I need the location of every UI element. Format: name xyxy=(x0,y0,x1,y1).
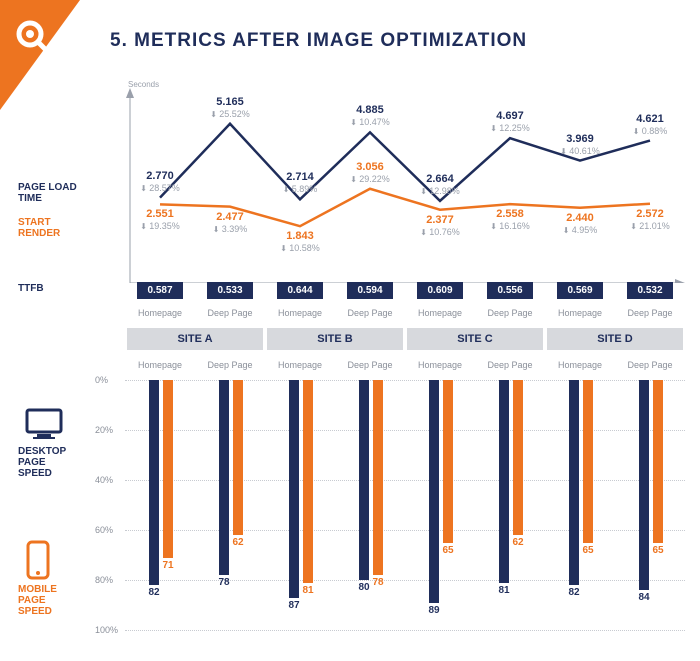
render-point: 2.55816.16% xyxy=(475,208,545,231)
bar-chart: 0%20%40%60%80%100%8271786287818078896581… xyxy=(125,380,685,640)
grid-label: 60% xyxy=(95,525,113,535)
grid-label: 0% xyxy=(95,375,108,385)
grid-label: 100% xyxy=(95,625,118,635)
x-labels-top: Homepage Deep Page Homepage Deep Page Homepa… xyxy=(125,308,685,322)
grid-label: 40% xyxy=(95,475,113,485)
render-point: 2.4773.39% xyxy=(195,211,265,234)
desktop-bar: 80 xyxy=(359,380,369,580)
x-label: Deep Page xyxy=(207,308,252,318)
site-row: SITE ASITE BSITE CSITE D xyxy=(125,328,685,352)
legend-page-load: PAGE LOADTIME xyxy=(18,182,77,204)
mobile-bar: 65 xyxy=(653,380,663,543)
render-point: 2.57221.01% xyxy=(615,208,685,231)
render-point: 2.37710.76% xyxy=(405,214,475,237)
desktop-bar: 81 xyxy=(499,380,509,583)
gridline xyxy=(125,530,685,531)
desktop-bar: 87 xyxy=(289,380,299,598)
legend-start-render: STARTRENDER xyxy=(18,217,60,239)
desktop-label: DESKTOPPAGESPEED xyxy=(18,446,66,479)
x-label: Deep Page xyxy=(347,308,392,318)
site-label: SITE D xyxy=(547,328,683,350)
mobile-bar: 78 xyxy=(373,380,383,575)
x-label: Deep Page xyxy=(627,360,672,370)
x-label: Deep Page xyxy=(207,360,252,370)
mobile-bar: 62 xyxy=(233,380,243,535)
site-label: SITE B xyxy=(267,328,403,350)
load-point: 4.6210.88% xyxy=(615,113,685,136)
mobile-label: MOBILEPAGESPEED xyxy=(18,584,57,617)
load-point: 4.88510.47% xyxy=(335,104,405,127)
load-point: 3.96940.61% xyxy=(545,133,615,156)
x-label: Homepage xyxy=(278,360,322,370)
ttfb-value: 0.594 xyxy=(347,282,393,299)
ttfb-value: 0.587 xyxy=(137,282,183,299)
desktop-bar: 78 xyxy=(219,380,229,575)
mobile-bar: 81 xyxy=(303,380,313,583)
desktop-icon xyxy=(25,408,63,445)
x-label: Homepage xyxy=(138,308,182,318)
render-point: 3.05629.22% xyxy=(335,161,405,184)
gridline xyxy=(125,580,685,581)
y-axis-label: Seconds xyxy=(128,80,159,89)
render-point: 2.4404.95% xyxy=(545,212,615,235)
ttfb-value: 0.569 xyxy=(557,282,603,299)
grid-label: 20% xyxy=(95,425,113,435)
grid-label: 80% xyxy=(95,575,113,585)
ttfb-value: 0.556 xyxy=(487,282,533,299)
desktop-bar: 82 xyxy=(569,380,579,585)
x-label: Deep Page xyxy=(627,308,672,318)
desktop-bar: 89 xyxy=(429,380,439,603)
x-label: Deep Page xyxy=(487,360,532,370)
page-title: 5. METRICS AFTER IMAGE OPTIMIZATION xyxy=(110,30,527,52)
accent-corner xyxy=(0,0,80,110)
x-label: Homepage xyxy=(558,360,602,370)
gridline xyxy=(125,480,685,481)
ttfb-value: 0.609 xyxy=(417,282,463,299)
site-label: SITE C xyxy=(407,328,543,350)
ttfb-value: 0.532 xyxy=(627,282,673,299)
x-label: Homepage xyxy=(558,308,602,318)
mobile-icon xyxy=(25,540,51,585)
ttfb-row: 0.587 0.533 0.644 0.594 0.609 0.556 0.569 0.532 xyxy=(125,282,685,302)
render-point: 2.55119.35% xyxy=(125,208,195,231)
load-point: 2.7145.89% xyxy=(265,171,335,194)
ttfb-value: 0.644 xyxy=(277,282,323,299)
x-label: Homepage xyxy=(138,360,182,370)
render-point: 1.84310.58% xyxy=(265,230,335,253)
load-point: 2.77028.57% xyxy=(125,170,195,193)
ttfb-value: 0.533 xyxy=(207,282,253,299)
load-point: 4.69712.25% xyxy=(475,110,545,133)
gridline xyxy=(125,430,685,431)
x-labels-bottom: Homepage Deep Page Homepage Deep Page Homepa… xyxy=(125,360,685,374)
mobile-bar: 65 xyxy=(583,380,593,543)
line-chart: 2.77028.57% 2.55119.35% 5.16525.52% 2.4773.… xyxy=(125,88,685,283)
mobile-bar: 71 xyxy=(163,380,173,558)
desktop-bar: 84 xyxy=(639,380,649,590)
mobile-bar: 62 xyxy=(513,380,523,535)
legend-ttfb: TTFB xyxy=(18,283,44,294)
site-label: SITE A xyxy=(127,328,263,350)
x-label: Homepage xyxy=(418,360,462,370)
x-label: Homepage xyxy=(418,308,462,318)
x-label: Deep Page xyxy=(487,308,532,318)
gridline xyxy=(125,630,685,631)
x-label: Homepage xyxy=(278,308,322,318)
gridline xyxy=(125,380,685,381)
load-point: 2.66412.98% xyxy=(405,173,475,196)
x-label: Deep Page xyxy=(347,360,392,370)
mobile-bar: 65 xyxy=(443,380,453,543)
desktop-bar: 82 xyxy=(149,380,159,585)
load-point: 5.16525.52% xyxy=(195,96,265,119)
